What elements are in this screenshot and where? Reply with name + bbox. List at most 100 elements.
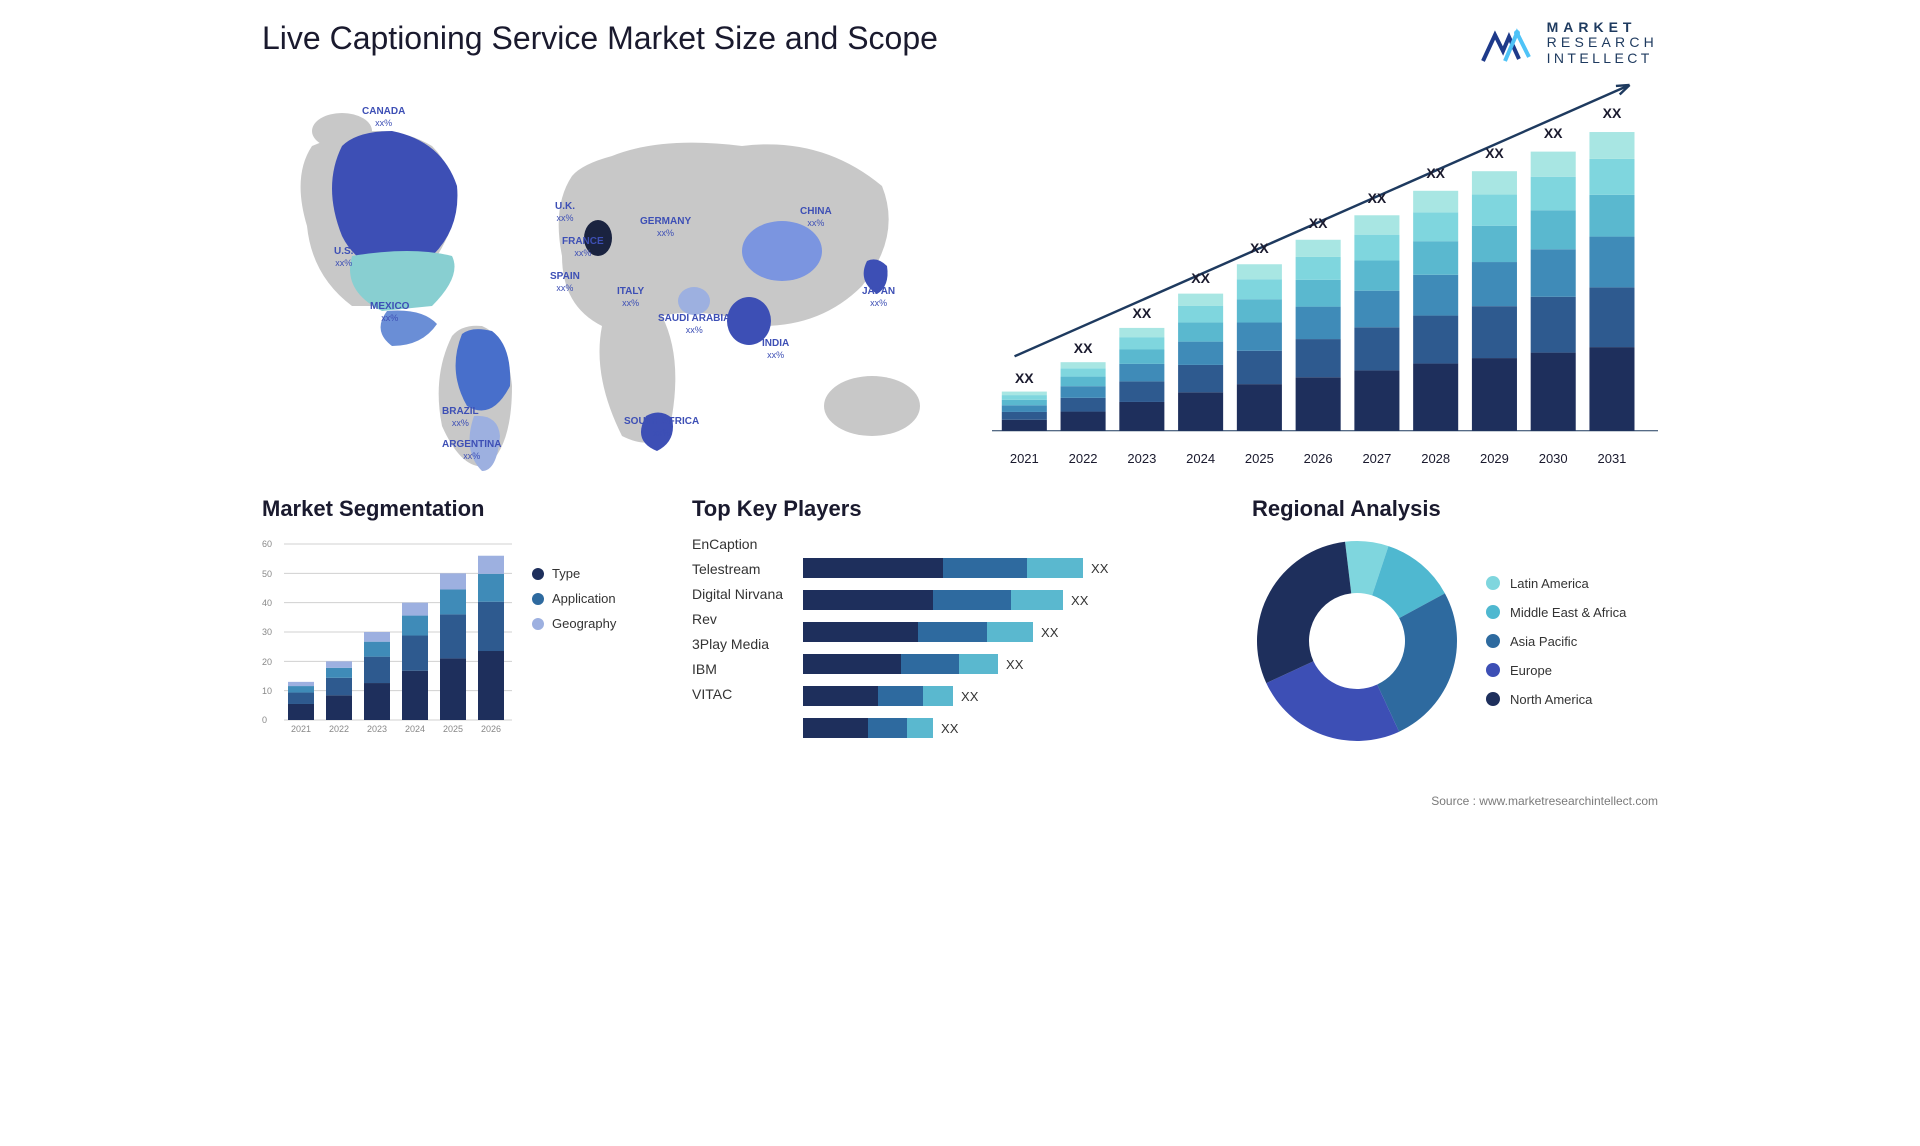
legend-dot-icon xyxy=(532,568,544,580)
main-bar-year-2026: 2026 xyxy=(1304,451,1333,466)
main-bar-year-2028: 2028 xyxy=(1421,451,1450,466)
main-bar-year-2021: 2021 xyxy=(1010,451,1039,466)
logo-line1: MARKET xyxy=(1547,20,1658,35)
main-bar-value-2027: XX xyxy=(1368,190,1387,206)
map-label-saudiarabia: SAUDI ARABIAxx% xyxy=(658,313,730,336)
seg-legend-application: Application xyxy=(532,591,616,606)
logo: MARKET RESEARCH INTELLECT xyxy=(1481,20,1658,66)
seg-ytick-0: 0 xyxy=(262,715,267,725)
legend-dot-icon xyxy=(1486,663,1500,677)
logo-line3: INTELLECT xyxy=(1547,51,1658,66)
logo-peaks-icon xyxy=(1481,23,1537,63)
segmentation-chart: 2021 2022 2023 2024 2025 2026 0 10 20 30 40 50 60 xyxy=(262,536,512,736)
map-label-japan: JAPANxx% xyxy=(862,286,895,309)
main-bar-year-2027: 2027 xyxy=(1362,451,1391,466)
kp-bar-row-2: XX xyxy=(803,622,1108,642)
seg-legend-geography: Geography xyxy=(532,616,616,631)
map-label-mexico: MEXICOxx% xyxy=(370,301,409,324)
seg-ytick-30: 30 xyxy=(262,627,272,637)
kp-name-vitac: VITAC xyxy=(692,686,783,702)
kp-bar-row-5: XX xyxy=(803,718,1108,738)
key-players-bars: XX XX XX XX XX XX xyxy=(803,536,1108,738)
kp-name-ibm: IBM xyxy=(692,661,783,677)
source-text: Source : www.marketresearchintellect.com xyxy=(1431,794,1658,808)
main-bar-year-2022: 2022 xyxy=(1069,451,1098,466)
top-row: CANADAxx% U.S.xx% MEXICOxx% BRAZILxx% ARGENT… xyxy=(232,76,1688,476)
seg-ytick-40: 40 xyxy=(262,598,272,608)
map-label-us: U.S.xx% xyxy=(334,246,353,269)
main-bar-value-2021: XX xyxy=(1015,370,1034,386)
ra-legend-latinamerica: Latin America xyxy=(1486,576,1626,591)
world-map: CANADAxx% U.S.xx% MEXICOxx% BRAZILxx% ARGENT… xyxy=(262,76,962,476)
map-label-italy: ITALYxx% xyxy=(617,286,644,309)
seg-year-2021: 2021 xyxy=(291,724,311,734)
map-label-china: CHINAxx% xyxy=(800,206,832,229)
legend-dot-icon xyxy=(532,618,544,630)
map-label-canada: CANADAxx% xyxy=(362,106,405,129)
seg-ytick-50: 50 xyxy=(262,569,272,579)
kp-name-encaption: EnCaption xyxy=(692,536,783,552)
seg-ytick-20: 20 xyxy=(262,657,272,667)
kp-bar-row-3: XX xyxy=(803,654,1108,674)
map-label-india: INDIAxx% xyxy=(762,338,789,361)
key-players-panel: Top Key Players EnCaption Telestream Digit… xyxy=(692,496,1222,746)
map-label-uk: U.K.xx% xyxy=(555,201,575,224)
kp-bar-row-0: XX xyxy=(803,558,1108,578)
segmentation-legend: Type Application Geography xyxy=(532,536,616,631)
seg-year-2022: 2022 xyxy=(329,724,349,734)
main-bar-value-2030: XX xyxy=(1544,125,1563,141)
map-label-brazil: BRAZILxx% xyxy=(442,406,479,429)
main-bar-year-2025: 2025 xyxy=(1245,451,1274,466)
bottom-row: Market Segmentation 2021 2022 2023 2024 2025… xyxy=(232,476,1688,746)
main-bar-year-2024: 2024 xyxy=(1186,451,1215,466)
regional-panel: Regional Analysis Latin America Middle Ea… xyxy=(1252,496,1658,746)
map-label-spain: SPAINxx% xyxy=(550,271,580,294)
seg-year-2026: 2026 xyxy=(481,724,501,734)
regional-legend: Latin America Middle East & Africa Asia Pa… xyxy=(1486,576,1626,707)
main-bar-value-2022: XX xyxy=(1074,340,1093,356)
main-bar-year-2031: 2031 xyxy=(1597,451,1626,466)
kp-bar-row-4: XX xyxy=(803,686,1108,706)
seg-legend-type: Type xyxy=(532,566,616,581)
kp-name-rev: Rev xyxy=(692,611,783,627)
main-bar-value-2028: XX xyxy=(1426,165,1445,181)
seg-year-2024: 2024 xyxy=(405,724,425,734)
map-label-southafrica: SOUTH AFRICAxx% xyxy=(624,416,699,439)
map-label-france: FRANCExx% xyxy=(562,236,604,259)
main-bar-value-2026: XX xyxy=(1309,215,1328,231)
seg-ytick-10: 10 xyxy=(262,686,272,696)
seg-year-2025: 2025 xyxy=(443,724,463,734)
main-bar-value-2025: XX xyxy=(1250,240,1269,256)
ra-legend-europe: Europe xyxy=(1486,663,1626,678)
main-bar-value-2024: XX xyxy=(1191,270,1210,286)
kp-name-telestream: Telestream xyxy=(692,561,783,577)
seg-ytick-60: 60 xyxy=(262,539,272,549)
legend-dot-icon xyxy=(1486,692,1500,706)
map-label-germany: GERMANYxx% xyxy=(640,216,691,239)
legend-dot-icon xyxy=(532,593,544,605)
segmentation-panel: Market Segmentation 2021 2022 2023 2024 2025… xyxy=(262,496,662,746)
main-bar-year-2029: 2029 xyxy=(1480,451,1509,466)
main-bar-year-2023: 2023 xyxy=(1127,451,1156,466)
legend-dot-icon xyxy=(1486,576,1500,590)
main-bar-chart: XX XX XX XX XX XX XX XX XX XX XX 2021 2022 2023 2024 2… xyxy=(992,76,1658,476)
kp-name-digitalnirvana: Digital Nirvana xyxy=(692,586,783,602)
logo-line2: RESEARCH xyxy=(1547,35,1658,50)
kp-bar-row-1: XX xyxy=(803,590,1108,610)
ra-legend-asiapacific: Asia Pacific xyxy=(1486,634,1626,649)
ra-legend-northamerica: North America xyxy=(1486,692,1626,707)
seg-year-2023: 2023 xyxy=(367,724,387,734)
segmentation-title: Market Segmentation xyxy=(262,496,662,522)
regional-title: Regional Analysis xyxy=(1252,496,1658,522)
header: Live Captioning Service Market Size and … xyxy=(232,0,1688,76)
ra-legend-middleeastafrica: Middle East & Africa xyxy=(1486,605,1626,620)
key-players-title: Top Key Players xyxy=(692,496,1222,522)
legend-dot-icon xyxy=(1486,605,1500,619)
main-bar-value-2029: XX xyxy=(1485,145,1504,161)
main-bar-value-2031: XX xyxy=(1603,105,1622,121)
main-bar-year-2030: 2030 xyxy=(1539,451,1568,466)
map-label-argentina: ARGENTINAxx% xyxy=(442,439,501,462)
main-bar-value-2023: XX xyxy=(1133,305,1152,321)
kp-name-3playmedia: 3Play Media xyxy=(692,636,783,652)
regional-donut xyxy=(1252,536,1462,746)
